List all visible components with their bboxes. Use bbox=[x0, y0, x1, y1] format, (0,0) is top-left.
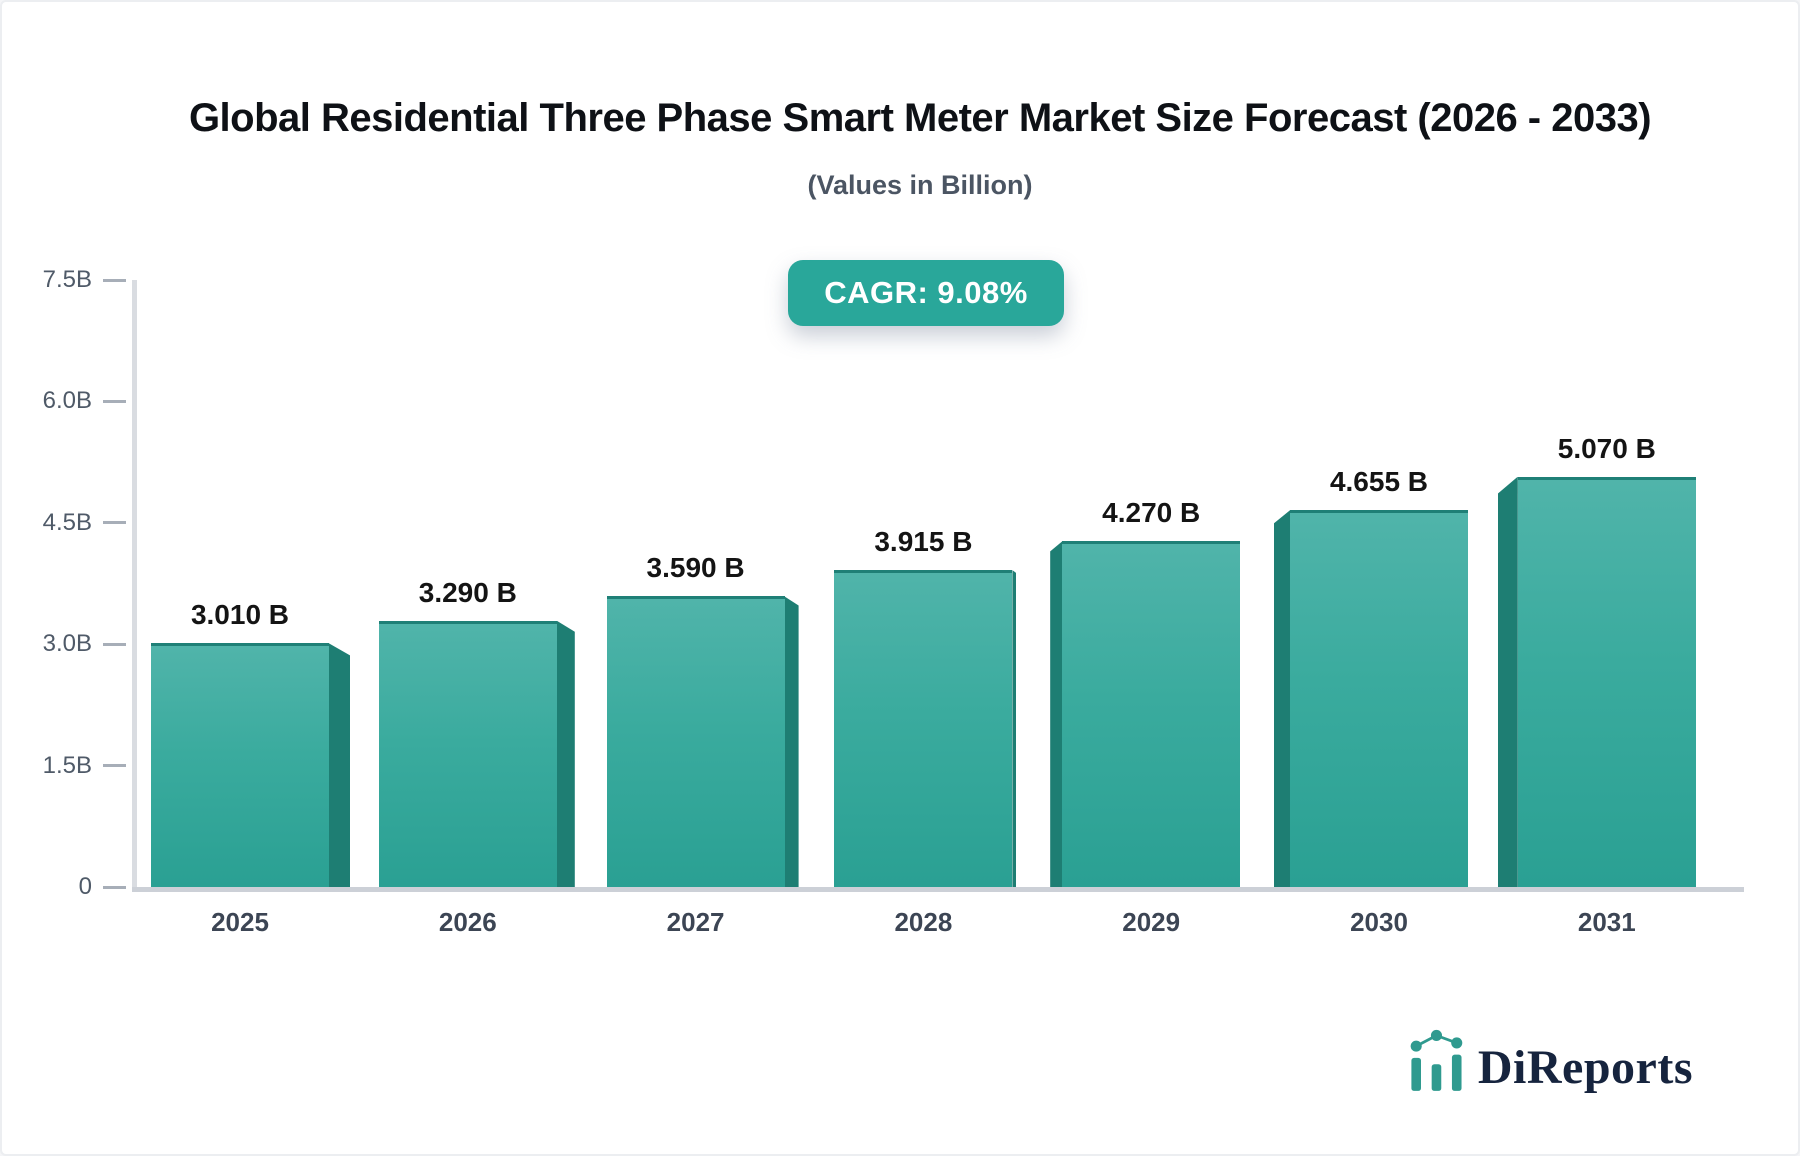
bar-2028: 3.915 B bbox=[834, 526, 1017, 887]
y-tick bbox=[103, 521, 126, 525]
cagr-badge-label: CAGR: 9.08% bbox=[824, 275, 1028, 310]
y-tick-label: 6.0B bbox=[42, 387, 92, 415]
chart-subtitle: (Values in Billion) bbox=[807, 170, 1033, 200]
bar-value-label: 4.655 B bbox=[1329, 466, 1429, 498]
y-tick bbox=[103, 764, 126, 768]
y-tick-label: 3.0B bbox=[42, 630, 92, 658]
brand-logo: DiReports bbox=[1406, 1028, 1693, 1092]
bar-2029: 4.270 B bbox=[1050, 497, 1241, 887]
bar-2026: 3.290 B bbox=[378, 577, 575, 887]
brand-name: DiReports bbox=[1477, 1041, 1693, 1094]
x-tick-label: 2031 bbox=[1577, 907, 1636, 937]
bar-front-face bbox=[1517, 476, 1696, 887]
x-tick-label: 2025 bbox=[211, 907, 269, 937]
bar-side-face bbox=[1050, 541, 1063, 887]
bar-front-face bbox=[1290, 510, 1468, 887]
y-tick bbox=[103, 278, 126, 282]
bar-side-face bbox=[329, 643, 350, 887]
x-tick-label: 2030 bbox=[1350, 907, 1408, 937]
x-tick-label: 2027 bbox=[666, 907, 725, 937]
mini-bar-chart-icon bbox=[1410, 1029, 1463, 1091]
y-tick-label: 1.5B bbox=[42, 751, 92, 779]
bar-value-label: 5.070 B bbox=[1557, 432, 1656, 464]
x-tick-label: 2029 bbox=[1122, 907, 1181, 937]
bar-value-label: 4.270 B bbox=[1102, 497, 1201, 529]
bar-side-face bbox=[556, 620, 575, 887]
bar-front-face bbox=[606, 596, 785, 887]
bar-2030: 4.655 B bbox=[1274, 466, 1468, 887]
bar-side-face bbox=[1012, 570, 1017, 887]
x-tick-label: 2026 bbox=[438, 907, 497, 937]
bar-front-face bbox=[378, 620, 557, 887]
bar-2031: 5.070 B bbox=[1497, 433, 1696, 887]
bar-2025: 3.010 B bbox=[151, 599, 350, 887]
bar-value-label: 3.010 B bbox=[190, 599, 290, 631]
y-tick-label: 4.5B bbox=[42, 508, 92, 536]
plot-area: 3.010 B 3.290 B 3.590 B 3.915 B 4.270 B 4.655… bbox=[132, 280, 1744, 887]
bar-front-face bbox=[834, 570, 1013, 887]
y-tick bbox=[103, 399, 126, 403]
y-tick bbox=[103, 885, 126, 889]
bar-side-face bbox=[1274, 510, 1290, 887]
bar-value-label: 3.290 B bbox=[418, 576, 517, 608]
y-axis-line bbox=[132, 280, 137, 890]
y-tick-label: 0 bbox=[78, 873, 92, 900]
cagr-badge: CAGR: 9.08% bbox=[788, 260, 1064, 326]
x-axis-line bbox=[132, 887, 1744, 892]
bar-value-label: 3.915 B bbox=[874, 526, 973, 558]
bar-side-face bbox=[1497, 476, 1518, 887]
x-tick-label: 2028 bbox=[894, 907, 953, 937]
y-tick-label: 7.5B bbox=[42, 266, 92, 293]
chart-title: Global Residential Three Phase Smart Met… bbox=[188, 96, 1652, 140]
bar-value-label: 3.590 B bbox=[646, 552, 745, 584]
bar-front-face bbox=[1062, 541, 1241, 887]
y-tick bbox=[103, 642, 126, 646]
bar-2027: 3.590 B bbox=[606, 552, 799, 887]
bar-front-face bbox=[151, 643, 329, 887]
bar-side-face bbox=[784, 596, 799, 887]
